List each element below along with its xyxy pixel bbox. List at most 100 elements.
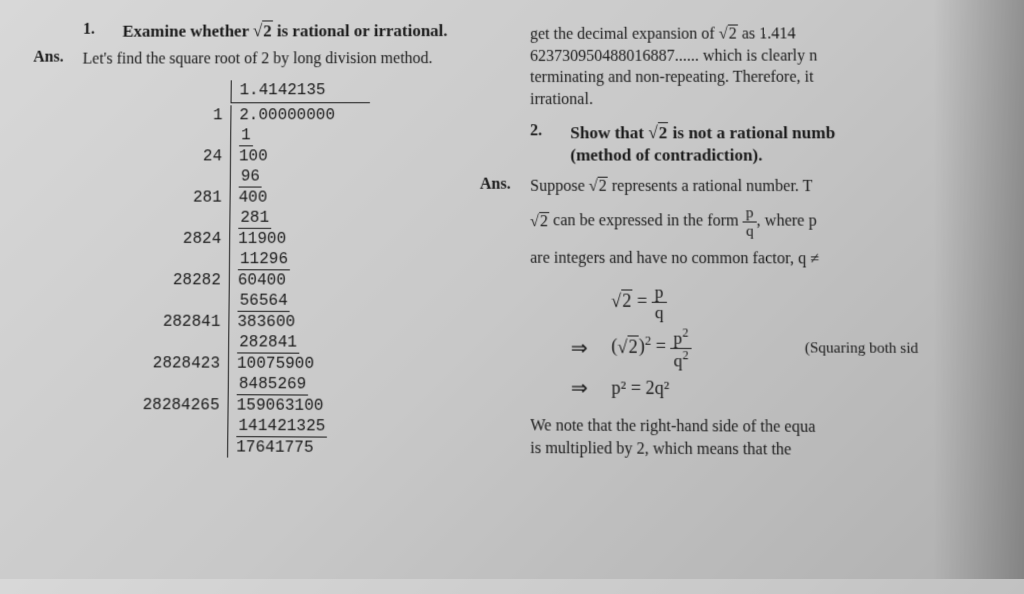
rt-l1-pre: get the decimal expansion of — [530, 26, 719, 43]
eqn-1: 2 = pq — [571, 283, 1004, 322]
ld-row: 8485269 — [118, 373, 500, 396]
ld-divisor — [117, 415, 228, 437]
answer-2: Ans. Suppose 2 represents a rational num… — [530, 175, 1002, 270]
rt-l3: terminating and non-repeating. Therefore… — [530, 69, 814, 86]
ld-dividend: 17641775 — [227, 437, 368, 458]
eq-sign: = — [651, 336, 671, 357]
q1-post: is rational or irrational. — [273, 21, 448, 40]
sqrt-icon: 2 — [719, 25, 738, 43]
long-division: 1.4142135 12.000000001241009628140028128… — [117, 80, 500, 459]
a2-l1-pre: Suppose — [530, 177, 589, 194]
ld-row: 281400 — [120, 187, 500, 208]
fraction: p2q2 — [670, 328, 691, 370]
ld-row: 281 — [120, 207, 500, 229]
answer-1: Ans. Let's find the square root of 2 by … — [82, 48, 500, 70]
left-column: 1. Examine whether 2 is rational or irra… — [77, 20, 500, 461]
ld-dividend: 60400 — [229, 270, 369, 291]
right-column: get the decimal expansion of 2 as 1.414 … — [530, 19, 1006, 464]
q2-text: Show that 2 is not a rational numb (meth… — [570, 123, 835, 168]
ld-row: 96 — [120, 166, 500, 187]
ld-row: 17641775 — [117, 436, 500, 459]
ld-dividend: 383600 — [228, 311, 369, 332]
rt-l4: irrational. — [530, 91, 593, 108]
ld-dividend: 1 — [230, 125, 370, 146]
q1-pre: Examine whether — [122, 22, 253, 41]
ld-divisor: 24 — [121, 146, 230, 166]
ld-divisor: 1 — [121, 105, 230, 125]
ld-divisor — [120, 207, 230, 228]
ld-row: 56564 — [119, 290, 500, 312]
ld-row: 1 — [121, 125, 500, 146]
a2-l2-post: , where p — [757, 213, 817, 230]
sqrt-icon: 2 — [589, 176, 608, 194]
implies-icon: ⇒ — [571, 375, 612, 401]
ld-row: 12.00000000 — [121, 105, 500, 125]
ld-dividend: 159063100 — [227, 395, 368, 416]
a2-l2-mid: can be expressed in the form — [549, 213, 743, 231]
ld-row: 282841 — [118, 331, 500, 354]
ans2-label: Ans. — [480, 175, 530, 269]
ld-dividend: 11900 — [229, 229, 369, 249]
bottom-para: We note that the right-hand side of the … — [530, 415, 1005, 464]
ld-dividend: 56564 — [229, 290, 369, 312]
ld-dividend: 96 — [230, 166, 370, 187]
ld-row: 282842310075900 — [118, 353, 500, 375]
ans1-text: Let's find the square root of 2 by long … — [82, 48, 432, 70]
ld-divisor — [120, 166, 230, 187]
sqrt-icon: 2 — [253, 20, 273, 40]
eqn3-body: p² = 2q² — [611, 377, 795, 399]
ld-dividend: 10075900 — [228, 353, 369, 374]
sqrt-icon: 2 — [611, 289, 632, 310]
q1-text: Examine whether 2 is rational or irratio… — [122, 20, 447, 43]
rt-l1-post: as 1.414 — [738, 25, 796, 42]
ld-divisor — [119, 290, 229, 312]
ld-row: 282411900 — [120, 228, 500, 249]
ld-divisor — [119, 248, 229, 269]
equation-block: 2 = pq ⇒ (2)2 = p2q2 (Squaring both sid … — [571, 283, 1005, 402]
ld-row: 2828260400 — [119, 270, 500, 291]
ld-dividend: 100 — [230, 146, 370, 166]
ld-row: 11296 — [119, 248, 500, 270]
ld-dividend: 281 — [229, 207, 369, 228]
ld-dividend: 11296 — [229, 249, 369, 271]
sqrt-icon: 2 — [617, 335, 638, 357]
ld-dividend: 141421325 — [227, 415, 368, 437]
ld-divisor — [118, 373, 228, 395]
ans1-label: Ans. — [33, 49, 83, 71]
ld-row: 28284265159063100 — [117, 394, 500, 416]
q2-number: 2. — [530, 123, 570, 168]
question-2: 2. Show that 2 is not a rational numb (m… — [530, 122, 1001, 167]
fraction: pq — [652, 284, 667, 322]
eq-sign: = — [632, 290, 652, 310]
ld-dividend: 400 — [230, 187, 370, 207]
ld-dividend: 282841 — [228, 332, 369, 354]
ld-divisor — [121, 125, 230, 146]
ld-row: 282841383600 — [118, 311, 499, 333]
ld-row: 141421325 — [117, 415, 500, 438]
rt-l2: 623730950488016887...... which is clearl… — [530, 47, 817, 64]
ld-divisor — [118, 331, 228, 353]
eqn-3: ⇒ p² = 2q² — [571, 375, 1005, 403]
right-top-para: get the decimal expansion of 2 as 1.414 … — [530, 23, 1000, 111]
ld-divisor: 281 — [120, 187, 230, 207]
ld-divisor: 28284265 — [117, 394, 227, 415]
q1-number: 1. — [83, 21, 123, 43]
ld-quotient: 1.4142135 — [231, 80, 370, 103]
ld-row: 24100 — [121, 146, 500, 166]
ld-divisor: 2828423 — [118, 353, 228, 374]
ld-dividend: 8485269 — [228, 373, 369, 395]
question-1: 1. Examine whether 2 is rational or irra… — [83, 20, 500, 43]
eqn-note: (Squaring both sid — [805, 340, 919, 358]
a2-l1-post: represents a rational number. T — [608, 177, 813, 194]
ld-divisor — [117, 436, 228, 457]
ld-dividend: 2.00000000 — [230, 105, 370, 125]
ans2-body: Suppose 2 represents a rational number. … — [530, 175, 819, 269]
bottom-l2: is multiplied by 2, which means that the — [530, 440, 791, 459]
sqrt-icon: 2 — [648, 123, 668, 143]
fraction: pq — [743, 205, 757, 239]
bottom-l1: We note that the right-hand side of the … — [530, 417, 815, 436]
eqn-2: ⇒ (2)2 = p2q2 (Squaring both sid — [571, 327, 1004, 370]
sqrt-icon: 2 — [530, 212, 549, 230]
ld-divisor: 28282 — [119, 270, 229, 290]
ld-divisor: 282841 — [118, 311, 228, 332]
